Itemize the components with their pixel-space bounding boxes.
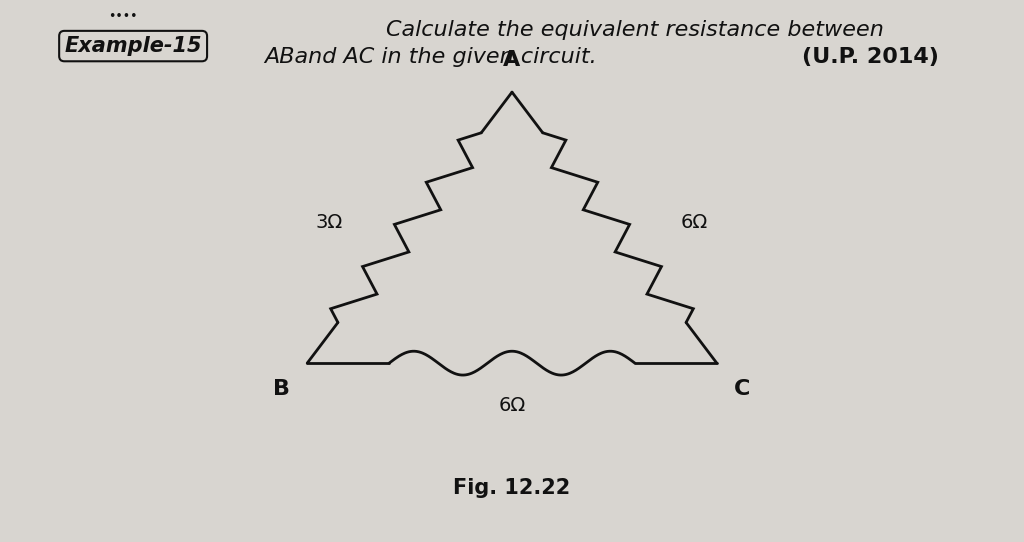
Text: ••••: ••••	[109, 10, 137, 23]
Text: 6Ω: 6Ω	[499, 396, 525, 415]
Text: Calculate the equivalent resistance between: Calculate the equivalent resistance betw…	[386, 20, 884, 40]
Text: A: A	[504, 50, 520, 70]
Text: B: B	[273, 379, 290, 399]
Text: Fig. 12.22: Fig. 12.22	[454, 478, 570, 498]
Text: ABand AC in the given circuit.: ABand AC in the given circuit.	[264, 47, 596, 67]
Text: Example-15: Example-15	[65, 36, 202, 56]
Text: (U.P. 2014): (U.P. 2014)	[802, 47, 939, 67]
Text: 3Ω: 3Ω	[315, 212, 343, 232]
Text: C: C	[734, 379, 751, 399]
Text: 6Ω: 6Ω	[681, 212, 709, 232]
